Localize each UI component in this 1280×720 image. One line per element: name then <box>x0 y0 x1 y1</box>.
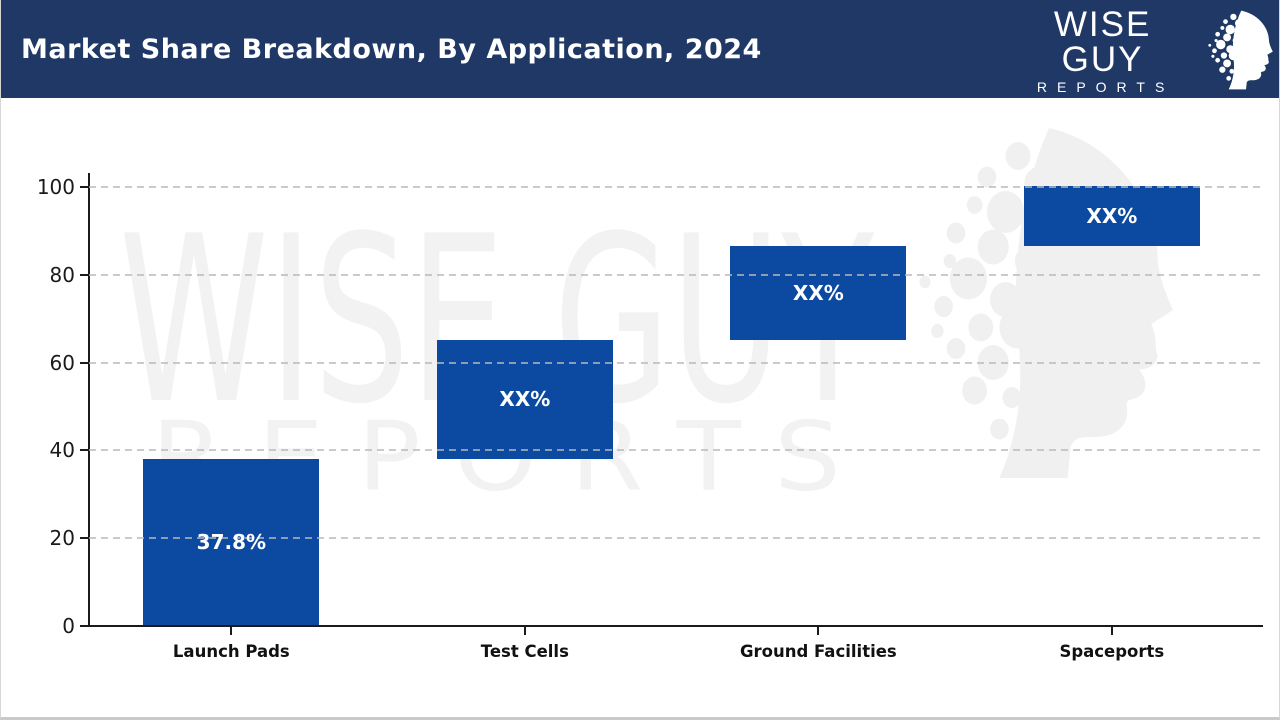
y-tick-label: 0 <box>62 614 75 638</box>
bar-test-cells <box>436 339 613 460</box>
y-tick-label: 60 <box>49 350 75 375</box>
y-tick-label: 80 <box>49 262 75 287</box>
bar-spaceports <box>1023 186 1200 247</box>
y-tick-mark <box>80 361 88 364</box>
bar-value-label: 37.8% <box>196 530 267 555</box>
bar-value-label: XX% <box>792 280 844 305</box>
y-axis-line <box>88 172 90 627</box>
y-gridline <box>89 186 1263 188</box>
x-tick-mark <box>230 627 233 635</box>
y-tick-mark <box>80 625 88 627</box>
y-tick-label: 100 <box>36 175 75 199</box>
bar-launch-pads <box>143 459 320 625</box>
bar-value-label: XX% <box>499 387 551 412</box>
x-category-label: Test Cells <box>480 642 569 661</box>
chart-title: Market Share Breakdown, By Application, … <box>21 33 762 65</box>
bar-ground-facilities <box>730 246 907 340</box>
y-gridline <box>89 273 1263 276</box>
logo-text: WISE GUY REPORTS <box>1013 7 1192 94</box>
bar-value-label: XX% <box>1086 204 1138 229</box>
wiseguy-logo: WISE GUY REPORTS <box>1013 4 1273 96</box>
x-tick-mark <box>523 627 526 635</box>
x-tick-mark <box>817 627 820 635</box>
waterfall-chart: 0 20 40 60 80 100 37.8% Launch Pads XX% Test Cell… <box>1 98 1279 717</box>
y-tick-mark <box>80 273 88 276</box>
logo-subtitle: REPORTS <box>1036 78 1175 95</box>
y-tick-mark <box>80 449 88 452</box>
y-gridline <box>89 537 1263 540</box>
y-tick-mark <box>80 186 88 188</box>
logo-wordmark: WISE GUY <box>1053 4 1152 79</box>
x-axis-line <box>88 625 1263 627</box>
x-category-label: Spaceports <box>1059 642 1165 661</box>
x-category-label: Ground Facilities <box>739 642 897 661</box>
x-category-label: Launch Pads <box>172 642 290 661</box>
x-tick-mark <box>1110 627 1113 635</box>
y-gridline <box>89 361 1263 364</box>
y-tick-label: 40 <box>49 438 75 463</box>
y-gridline <box>89 449 1263 452</box>
header-bar: Market Share Breakdown, By Application, … <box>1 0 1279 98</box>
y-tick-label: 20 <box>49 526 75 551</box>
y-tick-mark <box>80 537 88 540</box>
